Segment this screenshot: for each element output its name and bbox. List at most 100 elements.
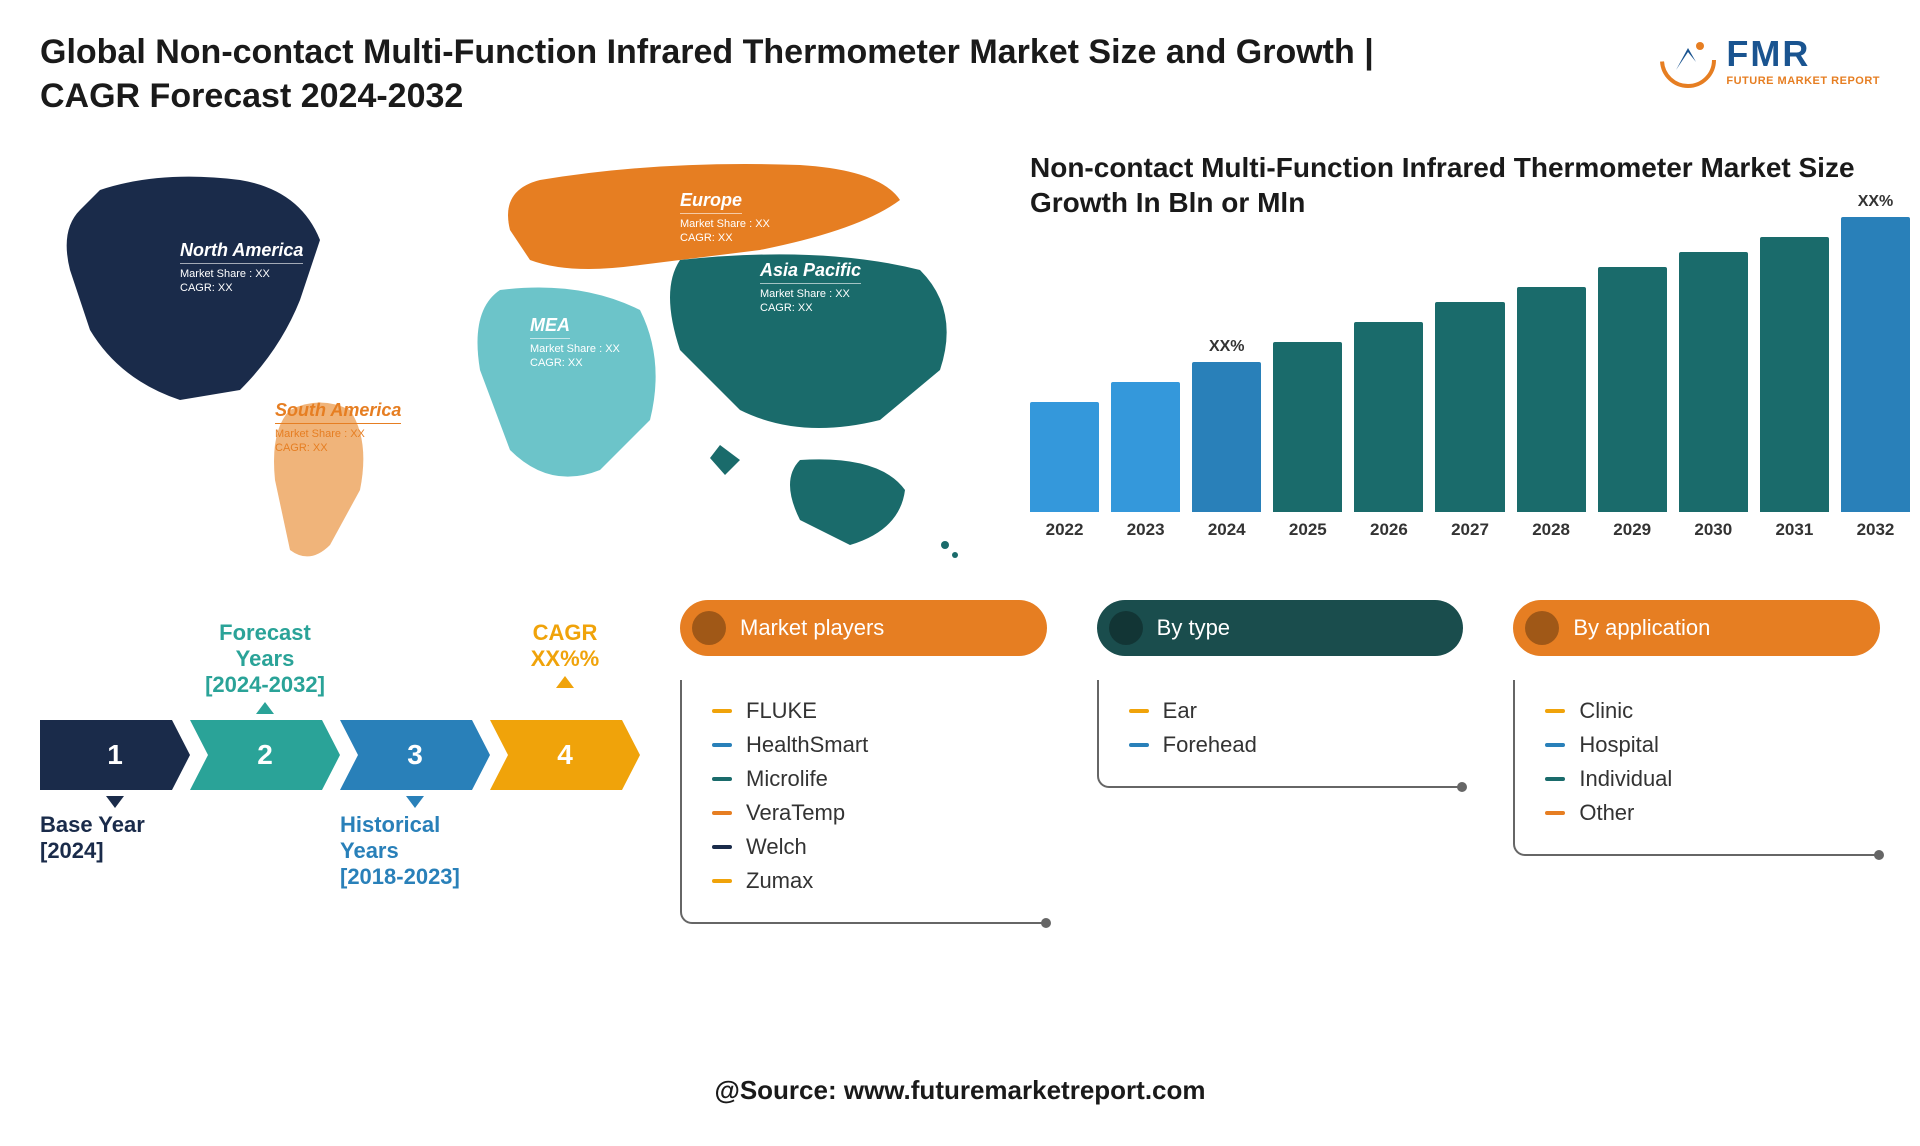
region-name: MEA bbox=[530, 315, 570, 339]
tick-icon bbox=[712, 811, 732, 815]
logo-sub-text: FUTURE MARKET REPORT bbox=[1726, 75, 1880, 87]
bar-rect bbox=[1354, 322, 1423, 512]
category-item: Ear bbox=[1129, 698, 1454, 724]
bar-rect bbox=[1435, 302, 1504, 512]
study-period-timeline: Forecast Years[2024-2032]CAGRXX%% 1234 B… bbox=[40, 620, 640, 890]
category-item: Clinic bbox=[1545, 698, 1870, 724]
bar-rect bbox=[1517, 287, 1586, 512]
dot-icon bbox=[1525, 611, 1559, 645]
category-item-label: HealthSmart bbox=[746, 732, 868, 758]
region-label-asia-pacific: Asia PacificMarket Share : XXCAGR: XX bbox=[760, 260, 861, 316]
category-item-label: Ear bbox=[1163, 698, 1197, 724]
region-name: North America bbox=[180, 240, 303, 264]
category-market-players: Market players FLUKE HealthSmart Microlife V… bbox=[680, 600, 1047, 924]
bar-rect bbox=[1273, 342, 1342, 512]
category-item: Zumax bbox=[712, 868, 1037, 894]
category-item-label: Forehead bbox=[1163, 732, 1257, 758]
timeline-bottom-label-1: Base Year[2024] bbox=[40, 796, 190, 890]
logo-icon bbox=[1658, 30, 1718, 90]
tick-icon bbox=[1545, 811, 1565, 815]
category-item: Individual bbox=[1545, 766, 1870, 792]
category-item-label: FLUKE bbox=[746, 698, 817, 724]
bar-2029: 2029 bbox=[1598, 267, 1667, 540]
bar-2024: XX%2024 bbox=[1192, 362, 1261, 540]
category-list: Ear Forehead bbox=[1097, 680, 1464, 788]
region-share: Market Share : XX bbox=[680, 217, 770, 231]
bar-year-label: 2025 bbox=[1289, 520, 1327, 540]
category-by-application: By applicationClinicHospitalIndividualOt… bbox=[1513, 600, 1880, 924]
bar-year-label: 2027 bbox=[1451, 520, 1489, 540]
header: Global Non-contact Multi-Function Infrar… bbox=[40, 30, 1880, 118]
tick-icon bbox=[1129, 709, 1149, 713]
category-title: Market players bbox=[740, 615, 884, 641]
tl-label-text: Base Year bbox=[40, 812, 190, 838]
world-map: North AmericaMarket Share : XXCAGR: XXSo… bbox=[40, 150, 1000, 570]
bar-year-label: 2022 bbox=[1046, 520, 1084, 540]
triangle-up-icon bbox=[556, 676, 574, 688]
bar-annotation: XX% bbox=[1858, 193, 1894, 211]
category-header: By type bbox=[1097, 600, 1464, 656]
category-item: FLUKE bbox=[712, 698, 1037, 724]
category-item-label: Microlife bbox=[746, 766, 828, 792]
category-by-type: By type Ear Forehead bbox=[1097, 600, 1464, 924]
tl-label-sub: [2024-2032] bbox=[190, 672, 340, 698]
timeline-segment-4: 4 bbox=[490, 720, 640, 790]
tick-icon bbox=[712, 777, 732, 781]
tick-icon bbox=[1545, 743, 1565, 747]
category-item-label: Zumax bbox=[746, 868, 813, 894]
category-item: Other bbox=[1545, 800, 1870, 826]
tl-label-text: Historical Years bbox=[340, 812, 490, 864]
timeline-segment-1: 1 bbox=[40, 720, 190, 790]
chart-title: Non-contact Multi-Function Infrared Ther… bbox=[1030, 150, 1910, 220]
bar-rect bbox=[1111, 382, 1180, 512]
bar-annotation: XX% bbox=[1209, 338, 1245, 356]
tick-icon bbox=[1545, 709, 1565, 713]
fmr-logo: FMR FUTURE MARKET REPORT bbox=[1658, 30, 1880, 90]
bar-2023: 2023 bbox=[1111, 382, 1180, 540]
category-item: VeraTemp bbox=[712, 800, 1037, 826]
tick-icon bbox=[712, 743, 732, 747]
region-name: South America bbox=[275, 400, 401, 424]
category-item: Microlife bbox=[712, 766, 1037, 792]
region-share: Market Share : XX bbox=[180, 267, 303, 281]
bar-rect bbox=[1841, 217, 1910, 512]
category-item: HealthSmart bbox=[712, 732, 1037, 758]
region-cagr: CAGR: XX bbox=[530, 356, 620, 370]
timeline-segment-3: 3 bbox=[340, 720, 490, 790]
tick-icon bbox=[712, 845, 732, 849]
logo-main-text: FMR bbox=[1726, 33, 1880, 75]
bar-year-label: 2029 bbox=[1613, 520, 1651, 540]
region-name: Europe bbox=[680, 190, 742, 214]
timeline-segment-2: 2 bbox=[190, 720, 340, 790]
region-cagr: CAGR: XX bbox=[275, 441, 401, 455]
bar-rect bbox=[1598, 267, 1667, 512]
dot-icon bbox=[692, 611, 726, 645]
tl-label-text: CAGR bbox=[490, 620, 640, 646]
triangle-down-icon bbox=[106, 796, 124, 808]
bar-2028: 2028 bbox=[1517, 287, 1586, 540]
region-share: Market Share : XX bbox=[530, 342, 620, 356]
tl-label-sub: XX%% bbox=[490, 646, 640, 672]
bar-2022: 2022 bbox=[1030, 402, 1099, 540]
bar-year-label: 2031 bbox=[1775, 520, 1813, 540]
region-cagr: CAGR: XX bbox=[760, 301, 861, 315]
bar-year-label: 2026 bbox=[1370, 520, 1408, 540]
tl-label-sub: [2018-2023] bbox=[340, 864, 490, 890]
category-list: ClinicHospitalIndividualOther bbox=[1513, 680, 1880, 856]
page-title: Global Non-contact Multi-Function Infrar… bbox=[40, 30, 1440, 118]
tick-icon bbox=[1545, 777, 1565, 781]
timeline-bottom-label-3: Historical Years[2018-2023] bbox=[340, 796, 490, 890]
source-attribution: @Source: www.futuremarketreport.com bbox=[0, 1075, 1920, 1106]
bar-year-label: 2024 bbox=[1208, 520, 1246, 540]
region-cagr: CAGR: XX bbox=[180, 281, 303, 295]
bar-rect bbox=[1030, 402, 1099, 512]
bar-rect bbox=[1760, 237, 1829, 512]
bar-year-label: 2023 bbox=[1127, 520, 1165, 540]
tl-label-sub: [2024] bbox=[40, 838, 190, 864]
category-item-label: Individual bbox=[1579, 766, 1672, 792]
bar-year-label: 2030 bbox=[1694, 520, 1732, 540]
triangle-up-icon bbox=[256, 702, 274, 714]
category-list: FLUKEHealthSmartMicrolifeVeraTempWelchZu… bbox=[680, 680, 1047, 924]
category-header: By application bbox=[1513, 600, 1880, 656]
region-label-mea: MEA Market Share : XXCAGR: XX bbox=[530, 315, 620, 371]
